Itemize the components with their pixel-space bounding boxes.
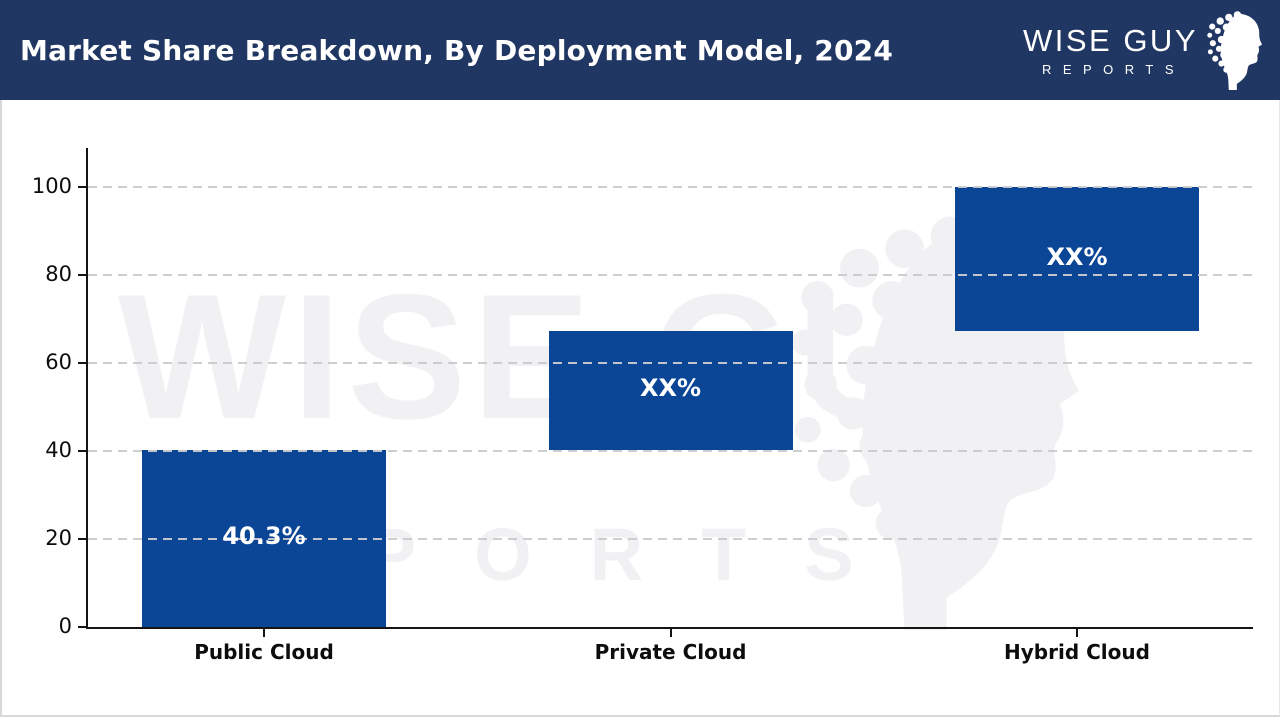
y-tick xyxy=(78,626,86,628)
y-tick xyxy=(78,538,86,540)
gridline-40 xyxy=(88,450,1253,452)
header-bar: Market Share Breakdown, By Deployment Mo… xyxy=(0,0,1280,100)
x-tick xyxy=(1076,629,1078,637)
gridline-100 xyxy=(88,186,1253,188)
bar-value-label: XX% xyxy=(1046,242,1108,271)
wiseguy-logo: WISE GUY REPORTS xyxy=(1023,10,1266,90)
x-tick xyxy=(669,629,672,637)
logo-subtitle: REPORTS xyxy=(1041,61,1186,77)
bar-value-label: XX% xyxy=(639,374,702,403)
x-axis-label: Public Cloud xyxy=(194,640,334,664)
x-axis-label: Hybrid Cloud xyxy=(1004,640,1150,664)
y-tick xyxy=(78,186,86,188)
y-tick xyxy=(78,274,86,276)
y-tick xyxy=(78,450,86,452)
logo-text: WISE GUY REPORTS xyxy=(1023,25,1198,76)
y-tick-label: 40 xyxy=(45,438,72,462)
gridline-20 xyxy=(88,538,1253,540)
x-axis-label: Private Cloud xyxy=(594,640,747,664)
wiseguy-head-icon xyxy=(1207,11,1263,90)
bar-value-label: 40.3% xyxy=(222,522,306,551)
gridline-60 xyxy=(88,362,1253,364)
y-tick-label: 80 xyxy=(45,262,72,286)
y-tick-label: 60 xyxy=(45,350,72,374)
y-axis-line xyxy=(86,148,88,629)
logo-wordmark: WISE GUY xyxy=(1022,22,1198,58)
y-tick-label: 20 xyxy=(45,526,72,550)
page-title: Market Share Breakdown, By Deployment Mo… xyxy=(20,33,894,67)
gridline-80 xyxy=(88,274,1253,276)
x-tick xyxy=(263,629,265,637)
y-tick-label: 0 xyxy=(58,614,72,638)
y-tick-label: 100 xyxy=(31,174,72,198)
bar-private-cloud xyxy=(548,330,793,450)
y-tick xyxy=(78,362,86,364)
x-axis-line xyxy=(86,627,1253,629)
